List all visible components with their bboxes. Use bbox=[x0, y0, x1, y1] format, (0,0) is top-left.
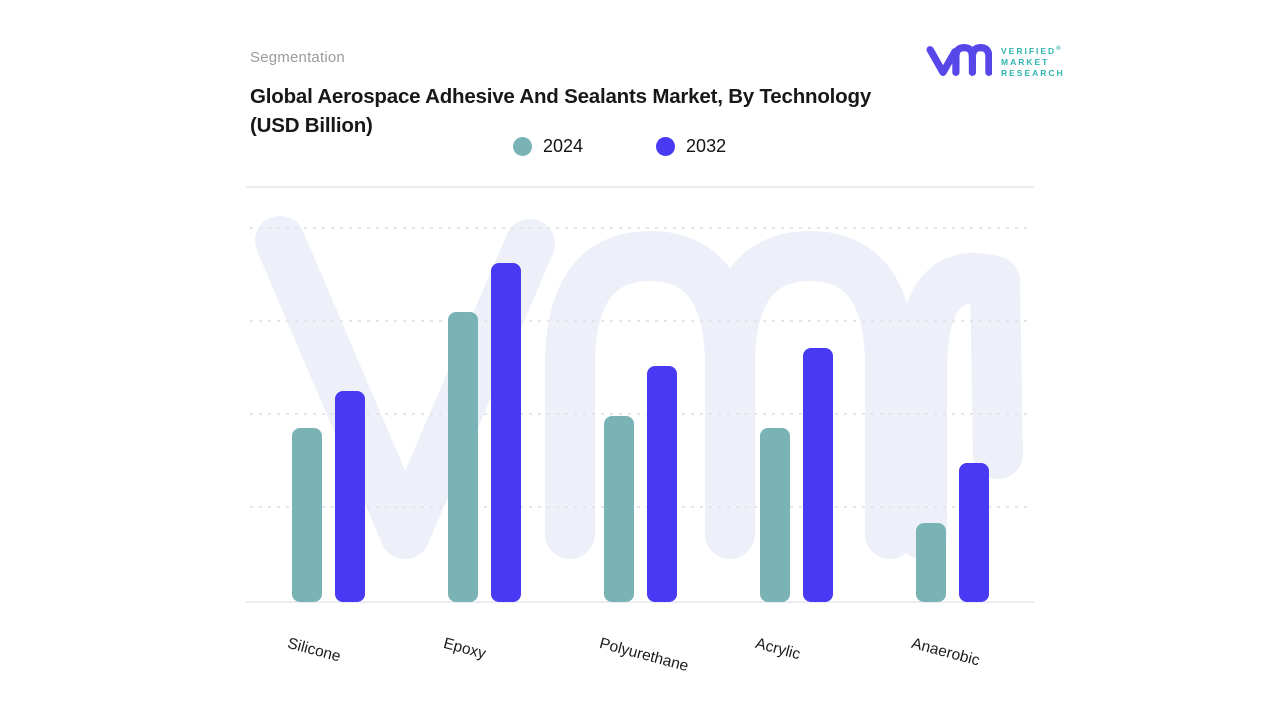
bar-2024-epoxy[interactable] bbox=[447, 312, 478, 602]
registered-trademark-symbol: ® bbox=[1056, 46, 1061, 52]
x-axis-label-silicone: Silicone bbox=[285, 635, 343, 666]
bar-2032-anaerobic[interactable] bbox=[958, 463, 989, 602]
chart-title-line2: (USD Billion) bbox=[250, 114, 373, 137]
legend-swatch-2032 bbox=[656, 137, 676, 156]
segmentation-label: Segmentation bbox=[250, 49, 345, 66]
gridline bbox=[250, 413, 1030, 415]
vmr-logo-wordmark: VERIFIED® MARKET RESEARCH bbox=[1001, 46, 1065, 79]
bar-2032-acrylic[interactable] bbox=[802, 348, 833, 602]
x-axis-label-polyurethane: Polyurethane bbox=[597, 635, 691, 676]
legend-swatch-2024 bbox=[513, 137, 532, 156]
vmr-logo: VERIFIED® MARKET RESEARCH bbox=[926, 39, 1065, 86]
bar-2032-polyurethane[interactable] bbox=[646, 366, 677, 602]
gridline bbox=[250, 506, 1030, 508]
bar-2024-silicone[interactable] bbox=[291, 428, 322, 602]
x-axis-label-epoxy: Epoxy bbox=[441, 635, 488, 663]
chart-title-line1: Global Aerospace Adhesive And Sealants M… bbox=[250, 85, 872, 108]
bar-2024-anaerobic[interactable] bbox=[915, 523, 946, 602]
legend-item-2032[interactable]: 2032 bbox=[656, 136, 726, 157]
logo-word-verified: VERIFIED bbox=[1001, 46, 1057, 56]
chart-top-border bbox=[246, 186, 1034, 188]
chart-legend: 2024 2032 bbox=[513, 136, 726, 157]
vmr-logo-mark-icon bbox=[926, 39, 993, 86]
legend-item-2024[interactable]: 2024 bbox=[513, 136, 583, 157]
bar-2024-polyurethane[interactable] bbox=[603, 416, 634, 602]
gridline bbox=[250, 320, 1030, 322]
legend-label-2024: 2024 bbox=[543, 136, 584, 156]
vmr-watermark-icon bbox=[255, 216, 1023, 559]
gridline bbox=[250, 227, 1030, 229]
legend-label-2032: 2032 bbox=[686, 136, 727, 156]
x-axis-label-anaerobic: Anaerobic bbox=[909, 635, 982, 670]
chart-title: Global Aerospace Adhesive And Sealants M… bbox=[250, 82, 950, 140]
logo-word-research: RESEARCH bbox=[1001, 68, 1065, 78]
logo-word-market: MARKET bbox=[1001, 57, 1050, 67]
bar-chart: Silicone Epoxy Polyurethane Acrylic Anaerobi… bbox=[246, 186, 1034, 696]
bar-2032-silicone[interactable] bbox=[334, 391, 365, 602]
bar-2032-epoxy[interactable] bbox=[490, 263, 521, 602]
x-axis-label-acrylic: Acrylic bbox=[753, 635, 803, 664]
x-axis-line bbox=[246, 601, 1034, 603]
bar-2024-acrylic[interactable] bbox=[759, 428, 790, 602]
